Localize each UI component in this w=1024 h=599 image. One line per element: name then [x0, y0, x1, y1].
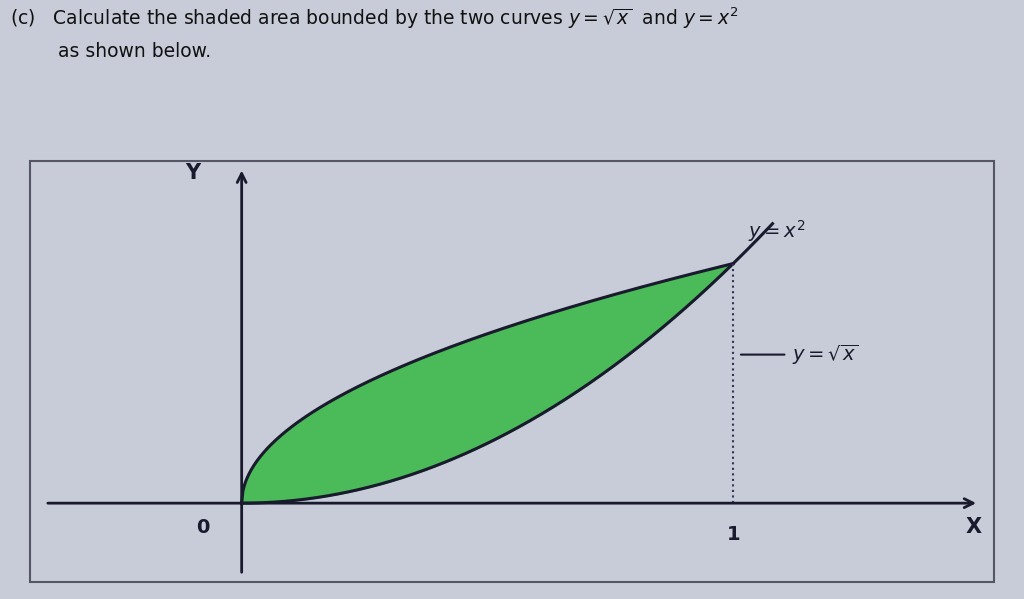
Text: 0: 0 [196, 518, 209, 537]
Text: Y: Y [185, 162, 200, 183]
Text: (c)   Calculate the shaded area bounded by the two curves $y = \sqrt{x}$  and $y: (c) Calculate the shaded area bounded by… [10, 6, 738, 32]
Text: 1: 1 [726, 525, 740, 544]
Text: $y = x^2$: $y = x^2$ [748, 219, 806, 244]
Text: as shown below.: as shown below. [10, 42, 211, 61]
Text: $y = \sqrt{x}$: $y = \sqrt{x}$ [793, 343, 859, 367]
Text: X: X [966, 517, 982, 537]
